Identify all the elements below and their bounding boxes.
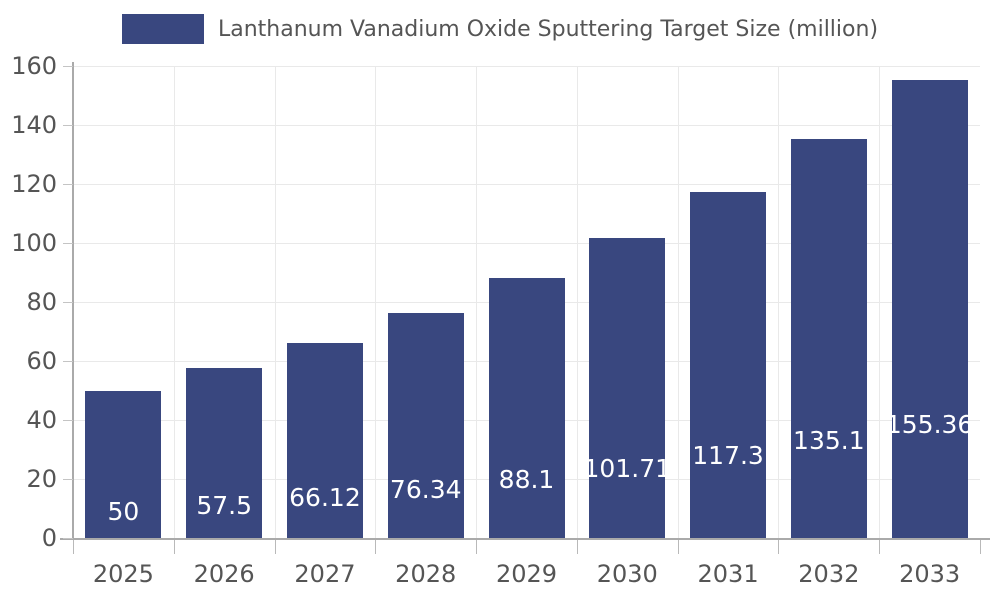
x-axis-tick-mark bbox=[173, 540, 175, 554]
gridline-vertical bbox=[879, 66, 880, 538]
y-axis-tick-label: 20 bbox=[26, 465, 57, 493]
x-axis-tick-label: 2031 bbox=[697, 560, 759, 588]
gridline-vertical bbox=[577, 66, 578, 538]
bar[interactable] bbox=[85, 390, 162, 538]
gridline-vertical bbox=[476, 66, 477, 538]
x-axis-tick-mark bbox=[778, 540, 780, 554]
y-axis-tick-mark bbox=[63, 243, 73, 244]
bar-value-label: 88.1 bbox=[498, 465, 555, 495]
x-axis-tick-mark bbox=[576, 540, 578, 554]
y-axis-tick-mark bbox=[63, 125, 73, 126]
gridline-vertical bbox=[174, 66, 175, 538]
y-axis-tick-label: 120 bbox=[11, 170, 57, 198]
bar-value-label: 101.71 bbox=[583, 453, 672, 483]
x-axis-tick-mark bbox=[980, 540, 981, 554]
legend-label: Lanthanum Vanadium Oxide Sputtering Targ… bbox=[217, 16, 879, 42]
bar-value-label: 50 bbox=[107, 496, 140, 526]
x-axis-tick-label: 2033 bbox=[899, 560, 961, 588]
bar[interactable] bbox=[790, 139, 867, 538]
x-axis-tick-label: 2029 bbox=[495, 560, 558, 588]
y-axis-tick-label: 100 bbox=[11, 229, 57, 257]
plot-area: 50 57.5 66.12 76.34 88.1 101.71 117.3 135.1 155.… bbox=[73, 66, 980, 539]
bar[interactable] bbox=[690, 191, 767, 538]
bar[interactable] bbox=[891, 79, 968, 538]
x-axis-tick-mark bbox=[677, 540, 679, 554]
x-axis-tick-mark bbox=[73, 540, 74, 554]
y-axis-tick-label: 60 bbox=[26, 347, 57, 375]
y-axis-tick-mark bbox=[63, 184, 73, 185]
y-axis-line bbox=[72, 62, 74, 539]
bar[interactable] bbox=[488, 278, 565, 538]
gridline-horizontal bbox=[73, 66, 980, 67]
x-axis-tick-mark bbox=[375, 540, 377, 554]
bar[interactable] bbox=[589, 237, 666, 538]
x-axis-tick-label: 2028 bbox=[395, 560, 457, 588]
gridline-vertical bbox=[375, 66, 376, 538]
bar-value-label: 66.12 bbox=[289, 483, 361, 513]
y-axis-tick-label: 0 bbox=[41, 524, 57, 552]
y-axis-tick-mark bbox=[63, 479, 73, 480]
y-axis-tick-mark bbox=[63, 361, 73, 362]
bar-value-label: 135.1 bbox=[793, 426, 865, 456]
x-axis-tick-label: 2025 bbox=[92, 560, 154, 588]
y-axis-tick-label: 160 bbox=[11, 52, 57, 80]
y-axis-tick-label: 40 bbox=[26, 406, 57, 434]
bar-value-label: 155.36 bbox=[885, 409, 974, 439]
bar[interactable] bbox=[286, 342, 363, 538]
gridline-vertical bbox=[778, 66, 779, 538]
bar-value-label: 57.5 bbox=[196, 490, 252, 520]
gridline-horizontal bbox=[73, 125, 980, 126]
x-axis-tick-label: 2026 bbox=[193, 560, 255, 588]
bar-value-label: 117.3 bbox=[692, 441, 764, 471]
gridline-vertical bbox=[275, 66, 276, 538]
y-axis-tick-label: 80 bbox=[26, 288, 57, 316]
gridline-vertical bbox=[678, 66, 679, 538]
y-axis-tick-mark bbox=[63, 538, 73, 539]
x-axis-tick-mark bbox=[274, 540, 276, 554]
y-axis-tick-mark bbox=[63, 302, 73, 303]
y-axis-tick-label: 140 bbox=[11, 111, 57, 139]
chart-legend: Lanthanum Vanadium Oxide Sputtering Targ… bbox=[0, 0, 1000, 58]
x-axis-line bbox=[60, 538, 990, 540]
x-axis-tick-label: 2032 bbox=[798, 560, 860, 588]
legend-color-swatch bbox=[121, 14, 204, 44]
y-axis-tick-mark bbox=[63, 66, 73, 67]
gridline-horizontal bbox=[73, 243, 980, 244]
bar[interactable] bbox=[186, 368, 263, 538]
bar[interactable] bbox=[387, 312, 464, 538]
x-axis-tick-label: 2030 bbox=[596, 560, 658, 588]
x-axis-tick-mark bbox=[879, 540, 881, 554]
gridline-horizontal bbox=[73, 184, 980, 185]
x-axis-tick-label: 2027 bbox=[294, 560, 356, 588]
y-axis-tick-mark bbox=[63, 420, 73, 421]
x-axis-tick-mark bbox=[476, 540, 478, 554]
legend-entry[interactable]: Lanthanum Vanadium Oxide Sputtering Targ… bbox=[121, 14, 879, 44]
bar-value-label: 76.34 bbox=[389, 474, 462, 504]
